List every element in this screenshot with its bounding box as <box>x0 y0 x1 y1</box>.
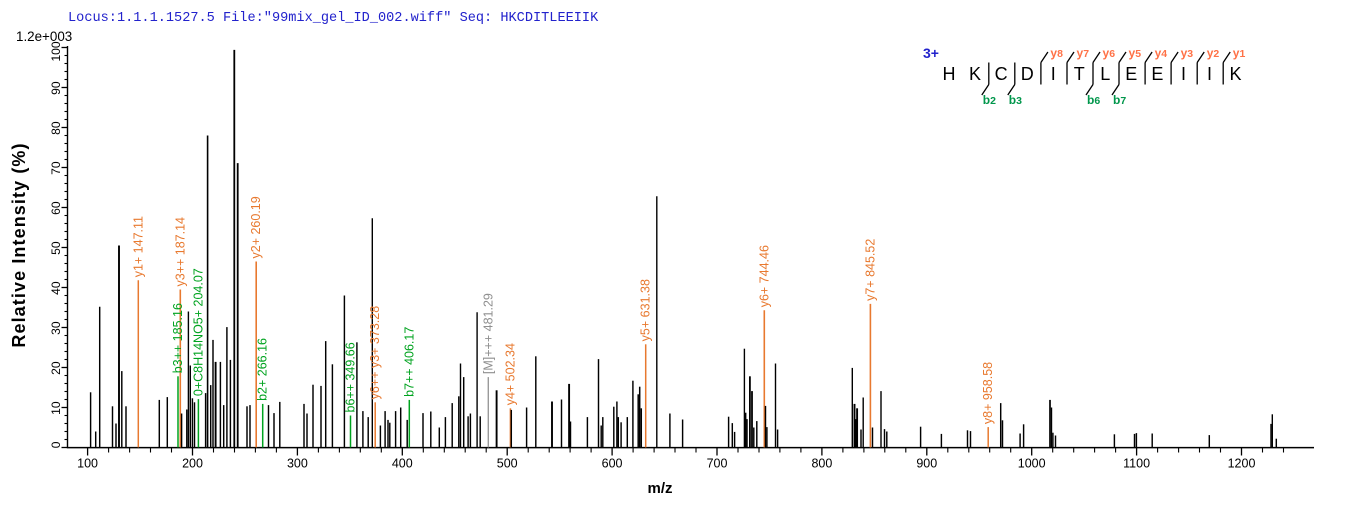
svg-text:y5+ 631.38: y5+ 631.38 <box>639 279 653 341</box>
svg-text:T: T <box>1074 64 1085 84</box>
svg-text:b6++ 349.66: b6++ 349.66 <box>344 342 358 412</box>
svg-text:I: I <box>1207 64 1212 84</box>
svg-text:800: 800 <box>811 457 832 471</box>
svg-text:b3++ 185.16: b3++ 185.16 <box>171 303 185 373</box>
svg-text:y4+ 502.34: y4+ 502.34 <box>503 343 517 405</box>
svg-text:y2: y2 <box>1207 46 1220 60</box>
svg-text:y3++ 187.14: y3++ 187.14 <box>173 217 187 287</box>
svg-text:70: 70 <box>49 161 63 175</box>
svg-text:30: 30 <box>49 321 63 335</box>
svg-text:60: 60 <box>49 201 63 215</box>
svg-text:b3: b3 <box>1009 93 1022 107</box>
svg-text:m/z: m/z <box>647 480 672 497</box>
svg-text:20: 20 <box>49 361 63 375</box>
svg-text:C: C <box>995 64 1008 84</box>
svg-text:E: E <box>1125 64 1137 84</box>
svg-text:y5: y5 <box>1129 46 1142 60</box>
svg-text:10: 10 <box>49 401 63 415</box>
svg-text:b2+ 266.16: b2+ 266.16 <box>256 338 270 401</box>
svg-text:b7++ 406.17: b7++ 406.17 <box>402 327 416 397</box>
svg-text:K: K <box>1229 64 1241 84</box>
svg-text:Locus:1.1.1.1527.5 File:"99mix: Locus:1.1.1.1527.5 File:"99mix_gel_ID_00… <box>68 11 599 26</box>
svg-text:H: H <box>943 64 956 84</box>
svg-text:y6++ y3+ 373.28: y6++ y3+ 373.28 <box>368 306 382 400</box>
svg-text:Relative Intensity (%): Relative Intensity (%) <box>9 142 29 347</box>
svg-text:y2+ 260.19: y2+ 260.19 <box>249 196 263 258</box>
svg-text:y7+ 845.52: y7+ 845.52 <box>863 239 877 301</box>
svg-text:y8: y8 <box>1050 46 1063 60</box>
svg-text:1100: 1100 <box>1123 457 1150 471</box>
svg-text:y1+ 147.11: y1+ 147.11 <box>131 216 145 277</box>
svg-text:90: 90 <box>49 81 63 95</box>
svg-text:y8+ 958.58: y8+ 958.58 <box>981 362 995 424</box>
svg-text:D: D <box>1021 64 1034 84</box>
svg-text:b2: b2 <box>983 93 996 107</box>
svg-text:I: I <box>1051 64 1056 84</box>
svg-text:1.2e+003: 1.2e+003 <box>16 29 72 44</box>
svg-text:y6: y6 <box>1103 46 1116 60</box>
svg-text:E: E <box>1151 64 1163 84</box>
svg-text:80: 80 <box>49 121 63 135</box>
svg-text:1200: 1200 <box>1228 457 1256 471</box>
svg-text:900: 900 <box>916 457 937 471</box>
svg-text:b7: b7 <box>1113 93 1126 107</box>
svg-text:100: 100 <box>77 457 98 471</box>
svg-text:40: 40 <box>49 281 63 295</box>
svg-text:700: 700 <box>707 457 728 471</box>
svg-text:0+C8H14NO5+ 204.07: 0+C8H14NO5+ 204.07 <box>191 268 205 396</box>
svg-text:y6+ 744.46: y6+ 744.46 <box>757 245 771 307</box>
svg-text:200: 200 <box>182 457 203 471</box>
svg-text:3+: 3+ <box>923 45 939 61</box>
svg-text:0: 0 <box>49 441 63 448</box>
svg-text:L: L <box>1100 64 1110 84</box>
svg-text:I: I <box>1181 64 1186 84</box>
svg-text:300: 300 <box>287 457 308 471</box>
svg-text:100: 100 <box>49 41 63 61</box>
svg-text:y1: y1 <box>1233 46 1246 60</box>
svg-text:50: 50 <box>49 241 63 255</box>
svg-text:600: 600 <box>602 457 623 471</box>
svg-text:y4: y4 <box>1155 46 1168 60</box>
svg-text:[M]+++ 481.29: [M]+++ 481.29 <box>481 293 495 374</box>
svg-text:K: K <box>969 64 981 84</box>
svg-text:500: 500 <box>497 457 518 471</box>
svg-text:b6: b6 <box>1087 93 1100 107</box>
svg-text:y7: y7 <box>1077 46 1090 60</box>
svg-text:1000: 1000 <box>1018 457 1046 471</box>
svg-text:400: 400 <box>392 457 413 471</box>
svg-text:y3: y3 <box>1181 46 1194 60</box>
